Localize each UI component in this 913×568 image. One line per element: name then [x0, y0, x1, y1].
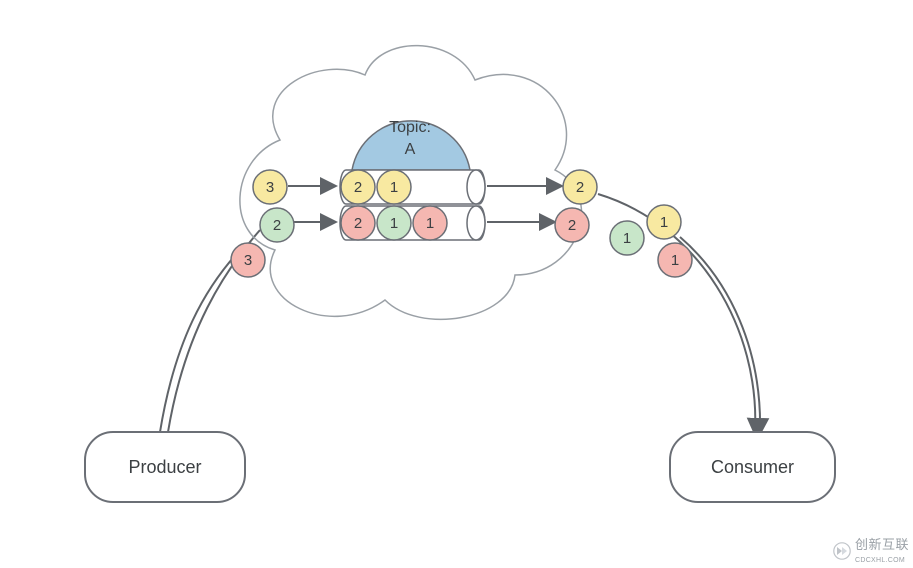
outgoing-msg-2-label: 1 — [623, 230, 631, 247]
incoming-msg-2-label: 3 — [244, 252, 252, 269]
watermark-sub: CDCXHL.COM — [855, 557, 905, 564]
diagram-svg: Topic: A 2 1 2 1 1 3 2 3 2 2 1 1 1 Producer Consumer — [0, 0, 913, 568]
queue-bottom-msg-1-label: 1 — [390, 215, 398, 232]
flow-curve-3 — [680, 237, 760, 432]
incoming-msg-1-label: 2 — [273, 217, 281, 234]
consumer-node-label: Consumer — [711, 457, 794, 477]
outgoing-msg-0-label: 2 — [576, 179, 584, 196]
outgoing-msg-1-label: 2 — [568, 217, 576, 234]
topic-label-line2: A — [405, 141, 416, 158]
topic-label-line1: Topic: — [389, 119, 431, 136]
outgoing-msg-4-label: 1 — [671, 252, 679, 269]
watermark-main: 创新互联 — [855, 537, 909, 552]
layer-nodes: Producer Consumer — [85, 432, 835, 502]
flow-curve-0 — [160, 250, 240, 432]
producer-node-label: Producer — [128, 457, 201, 477]
queue-bottom-msg-0-label: 2 — [354, 215, 362, 232]
outgoing-msg-3-label: 1 — [660, 214, 668, 231]
diagram-root: Topic: A 2 1 2 1 1 3 2 3 2 2 1 1 1 Producer Consumer — [0, 0, 913, 568]
queue-bottom-msg-2-label: 1 — [426, 215, 434, 232]
queue-top-msg-0-label: 2 — [354, 179, 362, 196]
partition-bottom-cap — [467, 206, 485, 240]
queue-top-msg-1-label: 1 — [390, 179, 398, 196]
partition-top-cap — [467, 170, 485, 204]
watermark: 创新互联 CDCXHL.COM — [833, 538, 909, 564]
watermark-icon — [833, 542, 851, 560]
incoming-msg-0-label: 3 — [266, 179, 274, 196]
